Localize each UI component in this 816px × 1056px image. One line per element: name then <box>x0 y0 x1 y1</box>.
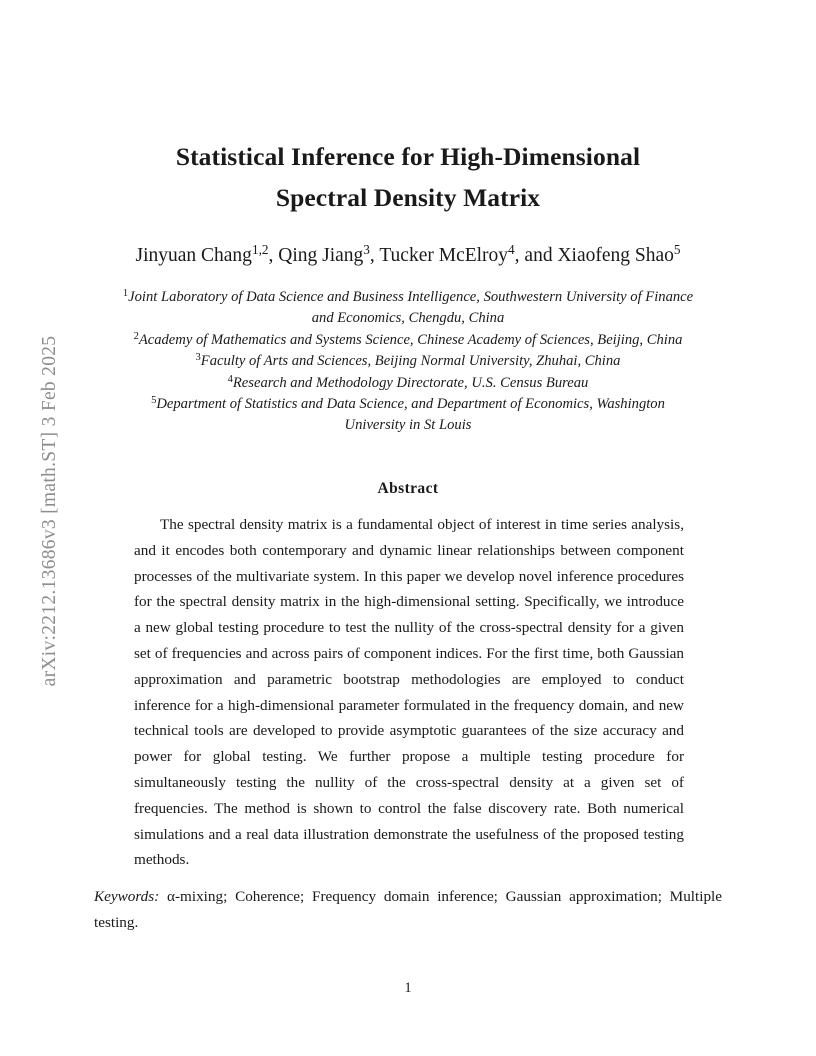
affiliation-line-3-1: 3Faculty of Arts and Sciences, Beijing N… <box>195 351 621 370</box>
author-list: Jinyuan Chang1,2, Qing Jiang3, Tucker Mc… <box>135 242 681 266</box>
keywords-label: Keywords: <box>94 888 160 905</box>
affiliation-marker: 2 <box>133 330 139 342</box>
keywords-block: Keywords: α-mixing; Coherence; Frequency… <box>94 884 722 936</box>
affiliation-marker: 5 <box>151 394 157 406</box>
page-title: Statistical Inference for High-Dimension… <box>108 136 708 218</box>
affiliation-marker: 3 <box>195 351 201 363</box>
affiliation-line-5-1: 5Department of Statistics and Data Scien… <box>151 394 665 413</box>
affiliation-line-2-1: 2Academy of Mathematics and Systems Scie… <box>133 330 683 348</box>
paper-title: Statistical Inference for High-Dimension… <box>108 136 708 218</box>
abstract-body: The spectral density matrix is a fundame… <box>134 516 684 869</box>
abstract-heading: Abstract <box>377 480 439 497</box>
affiliation-list: 1Joint Laboratory of Data Science and Bu… <box>58 287 758 437</box>
paper-title-line-1: Statistical Inference for High-Dimension… <box>175 142 641 171</box>
affiliation-line-5-2: University in St Louis <box>344 417 472 434</box>
page-number: 1 <box>404 980 412 996</box>
paper-title-line-2: Spectral Density Matrix <box>275 183 541 212</box>
affiliation-marker: 4 <box>227 373 233 385</box>
keywords-text: α-mixing; Coherence; Frequency domain in… <box>94 888 722 931</box>
affiliation-line-1-2: and Economics, Chengdu, China <box>311 310 505 327</box>
affiliation-line-1-1: 1Joint Laboratory of Data Science and Bu… <box>122 287 694 305</box>
affiliation-line-4-1: 4Research and Methodology Directorate, U… <box>227 373 589 391</box>
affiliation-marker: 1 <box>122 287 129 299</box>
